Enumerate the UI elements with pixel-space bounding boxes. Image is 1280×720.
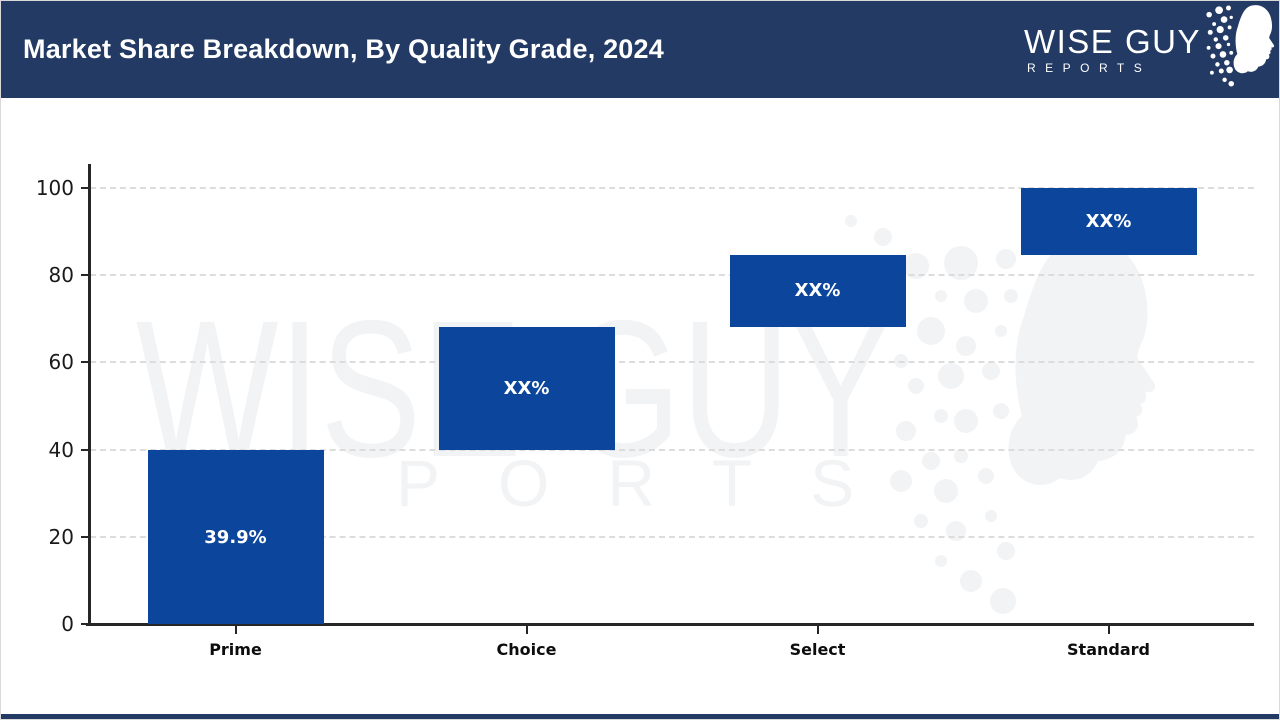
dotted-head-icon (1206, 4, 1275, 86)
bar-select: XX% (729, 254, 906, 327)
y-tick-label-80: 80 (48, 263, 74, 288)
x-tickmark-standard (1107, 626, 1110, 634)
gridline-100 (90, 187, 1254, 189)
x-category-label-prime: Prime (209, 640, 262, 659)
bar-prime: 39.9% (147, 450, 324, 624)
bar-value-label: XX% (503, 377, 550, 399)
brand-name: WISE GUY (1023, 22, 1201, 60)
brand-logo-text: WISE GUY REPORTS (1024, 25, 1201, 75)
y-tickmark-80 (81, 274, 90, 277)
y-tickmark-60 (81, 361, 90, 364)
x-tickmark-choice (525, 626, 528, 634)
gridline-60 (90, 361, 1254, 364)
y-tickmark-100 (81, 187, 90, 189)
header-bar: Market Share Breakdown, By Quality Grade… (1, 1, 1279, 98)
x-axis-line (86, 623, 1254, 626)
x-category-label-select: Select (789, 640, 846, 659)
y-tick-label-40: 40 (48, 437, 74, 462)
y-tick-label-20: 20 (48, 524, 74, 549)
gridline-80 (90, 274, 1254, 277)
bar-value-label: XX% (794, 280, 841, 302)
logo-face-profile (1233, 4, 1275, 73)
y-tick-label-60: 60 (48, 350, 74, 375)
bar-value-label: 39.9% (204, 526, 267, 548)
brand-subtitle: REPORTS (1026, 60, 1152, 75)
y-tickmark-20 (81, 535, 90, 538)
page-title: Market Share Breakdown, By Quality Grade… (23, 34, 664, 64)
logo-dots (1206, 4, 1235, 86)
bar-standard: XX% (1020, 188, 1197, 255)
y-tickmark-0 (81, 623, 90, 625)
bar-choice: XX% (438, 326, 615, 451)
y-tickmark-40 (81, 448, 90, 451)
y-tick-label-0: 0 (61, 612, 74, 636)
y-tick-label-100: 100 (35, 176, 74, 200)
gridline-20 (90, 535, 1254, 538)
bar-value-label: XX% (1085, 210, 1132, 232)
footer-strip (1, 714, 1279, 719)
plot-area: WISE GUY PORTS 0 20 40 60 80 100 39.9% Prime XX%… (1, 98, 1279, 714)
x-tickmark-select (816, 626, 819, 634)
x-category-label-choice: Choice (496, 640, 557, 659)
x-tickmark-prime (234, 626, 237, 634)
brand-logo: WISE GUY REPORTS (1024, 1, 1275, 98)
x-category-label-standard: Standard (1067, 640, 1150, 659)
chart-layer: 0 20 40 60 80 100 39.9% Prime XX% Choice XX% Select… (1, 98, 1279, 714)
y-axis-line (88, 164, 91, 626)
gridline-40 (90, 448, 1254, 451)
